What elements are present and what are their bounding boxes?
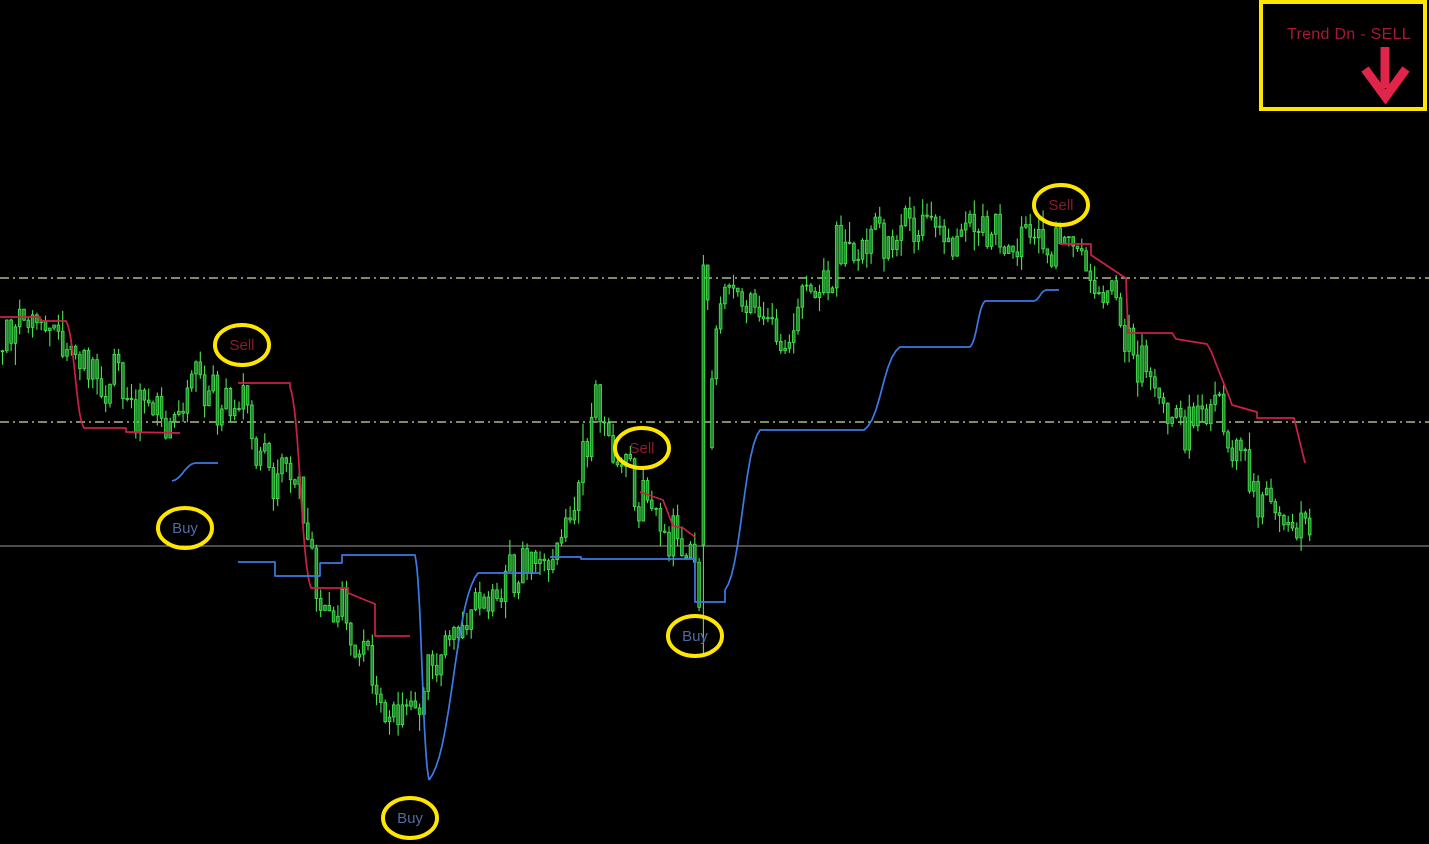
svg-text:Trend Dn - SELL: Trend Dn - SELL [1287,26,1411,43]
svg-text:Sell: Sell [629,440,654,457]
svg-text:Buy: Buy [172,520,198,537]
svg-text:Sell: Sell [229,337,254,354]
svg-text:Buy: Buy [682,628,708,645]
svg-text:Sell: Sell [1048,197,1073,214]
svg-text:Buy: Buy [397,810,423,827]
